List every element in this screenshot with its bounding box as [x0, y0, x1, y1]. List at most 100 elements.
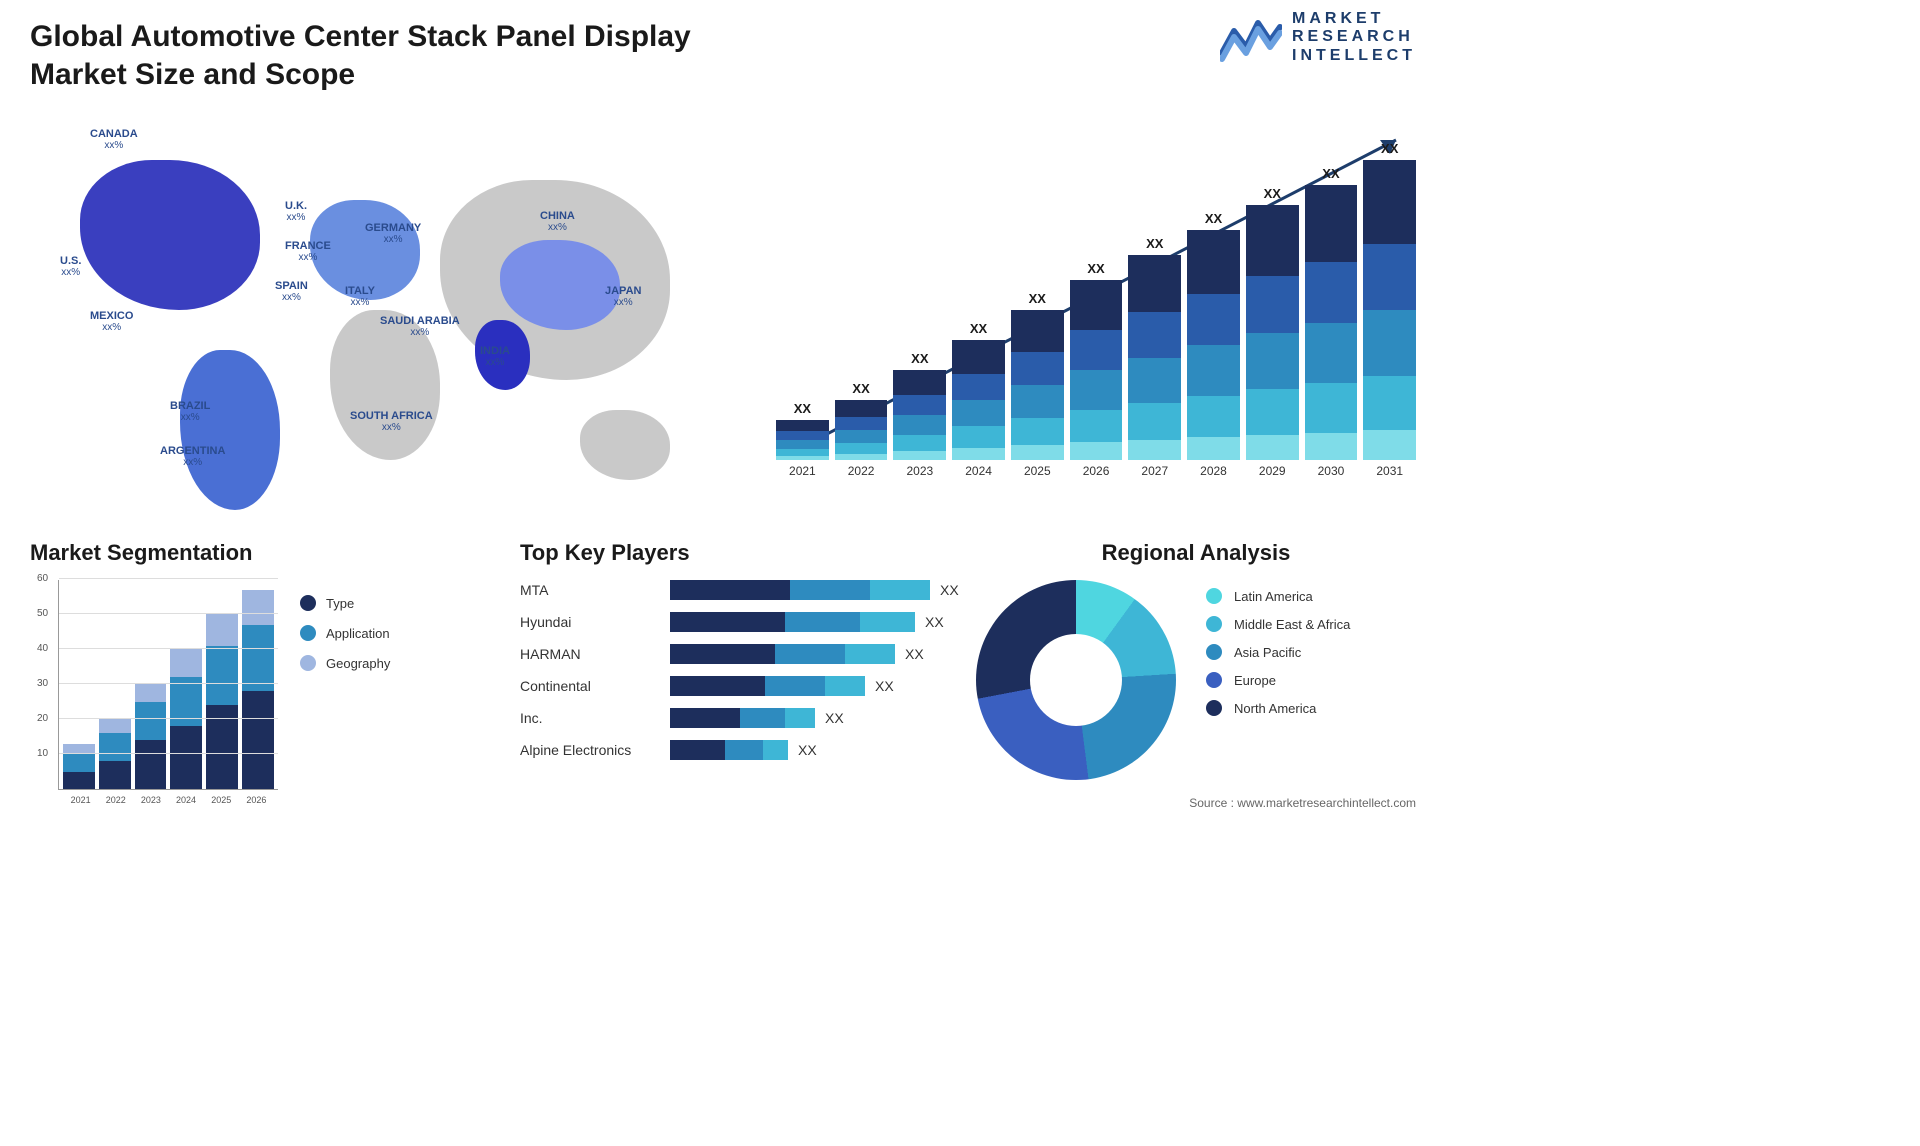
- map-label: SPAINxx%: [275, 280, 308, 303]
- segmentation-chart: 202120222023202420252026 102030405060: [58, 580, 278, 790]
- legend-dot-icon: [300, 655, 316, 671]
- forecast-bar-year: 2030: [1318, 464, 1345, 478]
- legend-label: Application: [326, 626, 390, 641]
- player-value: XX: [825, 710, 844, 726]
- segmentation-year: 2022: [106, 795, 126, 805]
- regional-legend: Latin America Middle East & Africa Asia Pa…: [1206, 588, 1350, 728]
- forecast-bar-value: XX: [1381, 141, 1398, 156]
- source-caption: Source : www.marketresearchintellect.com: [1189, 796, 1416, 810]
- world-map: CANADAxx%U.S.xx%MEXICOxx%BRAZILxx%ARGENT…: [20, 110, 720, 510]
- segmentation-title: Market Segmentation: [30, 540, 450, 566]
- donut-hole: [1030, 634, 1122, 726]
- forecast-bar-year: 2024: [965, 464, 992, 478]
- legend-label: Geography: [326, 656, 390, 671]
- segmentation-bar: [170, 649, 202, 789]
- map-label: BRAZILxx%: [170, 400, 210, 423]
- player-row: MTA XX: [520, 578, 960, 602]
- brand-logo: MARKET RESEARCH INTELLECT: [1220, 10, 1416, 65]
- player-bar: [670, 740, 788, 760]
- player-bar: [670, 708, 815, 728]
- forecast-bar-year: 2031: [1376, 464, 1403, 478]
- gridline: 10: [59, 753, 278, 754]
- map-label: ITALYxx%: [345, 285, 375, 308]
- regional-analysis-panel: Regional Analysis Latin America Middle Ea…: [976, 540, 1416, 800]
- player-bar: [670, 676, 865, 696]
- forecast-bar-value: XX: [794, 401, 811, 416]
- forecast-bar-value: XX: [1146, 236, 1163, 251]
- player-bar: [670, 580, 930, 600]
- forecast-bar: XX 2025: [1011, 291, 1064, 478]
- gridline: 20: [59, 718, 278, 719]
- map-label: CHINAxx%: [540, 210, 575, 233]
- player-row: HARMANXX: [520, 642, 960, 666]
- legend-item: Application: [300, 625, 390, 641]
- map-label: U.S.xx%: [60, 255, 81, 278]
- forecast-bar: XX2026: [1070, 261, 1123, 478]
- player-name: Hyundai: [520, 614, 670, 630]
- player-name: MTA: [520, 582, 670, 598]
- player-value: XX: [940, 582, 959, 598]
- forecast-bar-year: 2026: [1083, 464, 1110, 478]
- segmentation-bar: [135, 684, 167, 789]
- gridline: 40: [59, 648, 278, 649]
- legend-label: Europe: [1234, 673, 1276, 688]
- forecast-bar: XX 2031: [1363, 141, 1416, 478]
- segmentation-year: 2024: [176, 795, 196, 805]
- player-bar: [670, 644, 895, 664]
- forecast-bar: XX 2023: [893, 351, 946, 478]
- map-region-australia: [580, 410, 670, 480]
- map-label: GERMANYxx%: [365, 222, 421, 245]
- legend-item: North America: [1206, 700, 1350, 716]
- player-name: Alpine Electronics: [520, 742, 670, 758]
- map-label: SOUTH AFRICAxx%: [350, 410, 433, 433]
- forecast-bar-value: XX: [1029, 291, 1046, 306]
- page-title: Global Automotive Center Stack Panel Dis…: [30, 18, 750, 93]
- gridline: 60: [59, 578, 278, 579]
- forecast-bar-value: XX: [911, 351, 928, 366]
- legend-dot-icon: [1206, 588, 1222, 604]
- player-row: Hyundai XX: [520, 610, 960, 634]
- legend-dot-icon: [1206, 700, 1222, 716]
- regional-title: Regional Analysis: [976, 540, 1416, 566]
- player-name: Inc.: [520, 710, 670, 726]
- forecast-bar-year: 2022: [848, 464, 875, 478]
- player-row: Inc. XX: [520, 706, 960, 730]
- regional-donut-chart: [976, 580, 1176, 780]
- map-label: INDIAxx%: [480, 345, 510, 368]
- forecast-bar: XX 2030: [1305, 166, 1358, 478]
- forecast-bar: XX 2024: [952, 321, 1005, 478]
- forecast-bar-year: 2029: [1259, 464, 1286, 478]
- logo-line1: MARKET: [1292, 10, 1416, 28]
- legend-label: Latin America: [1234, 589, 1313, 604]
- legend-item: Geography: [300, 655, 390, 671]
- player-row: Alpine Electronics XX: [520, 738, 960, 762]
- legend-label: Middle East & Africa: [1234, 617, 1350, 632]
- logo-line2: RESEARCH: [1292, 28, 1416, 46]
- map-label: MEXICOxx%: [90, 310, 133, 333]
- forecast-bar-value: XX: [970, 321, 987, 336]
- map-region-north-america: [80, 160, 260, 310]
- forecast-bar-value: XX: [1322, 166, 1339, 181]
- segmentation-year: 2025: [211, 795, 231, 805]
- map-label: JAPANxx%: [605, 285, 641, 308]
- forecast-bar-year: 2023: [906, 464, 933, 478]
- legend-dot-icon: [300, 595, 316, 611]
- gridline: 50: [59, 613, 278, 614]
- player-row: ContinentalXX: [520, 674, 960, 698]
- legend-label: Asia Pacific: [1234, 645, 1301, 660]
- logo-line3: INTELLECT: [1292, 47, 1416, 65]
- player-value: XX: [925, 614, 944, 630]
- segmentation-bar: [242, 590, 274, 790]
- forecast-bar: XX2027: [1128, 236, 1181, 478]
- player-value: XX: [798, 742, 817, 758]
- forecast-bar: XX 2029: [1246, 186, 1299, 478]
- legend-label: North America: [1234, 701, 1316, 716]
- map-label: CANADAxx%: [90, 128, 138, 151]
- player-value: XX: [905, 646, 924, 662]
- forecast-bar-year: 2025: [1024, 464, 1051, 478]
- legend-item: Latin America: [1206, 588, 1350, 604]
- forecast-bar-value: XX: [1264, 186, 1281, 201]
- map-label: SAUDI ARABIAxx%: [380, 315, 460, 338]
- legend-label: Type: [326, 596, 354, 611]
- legend-dot-icon: [1206, 672, 1222, 688]
